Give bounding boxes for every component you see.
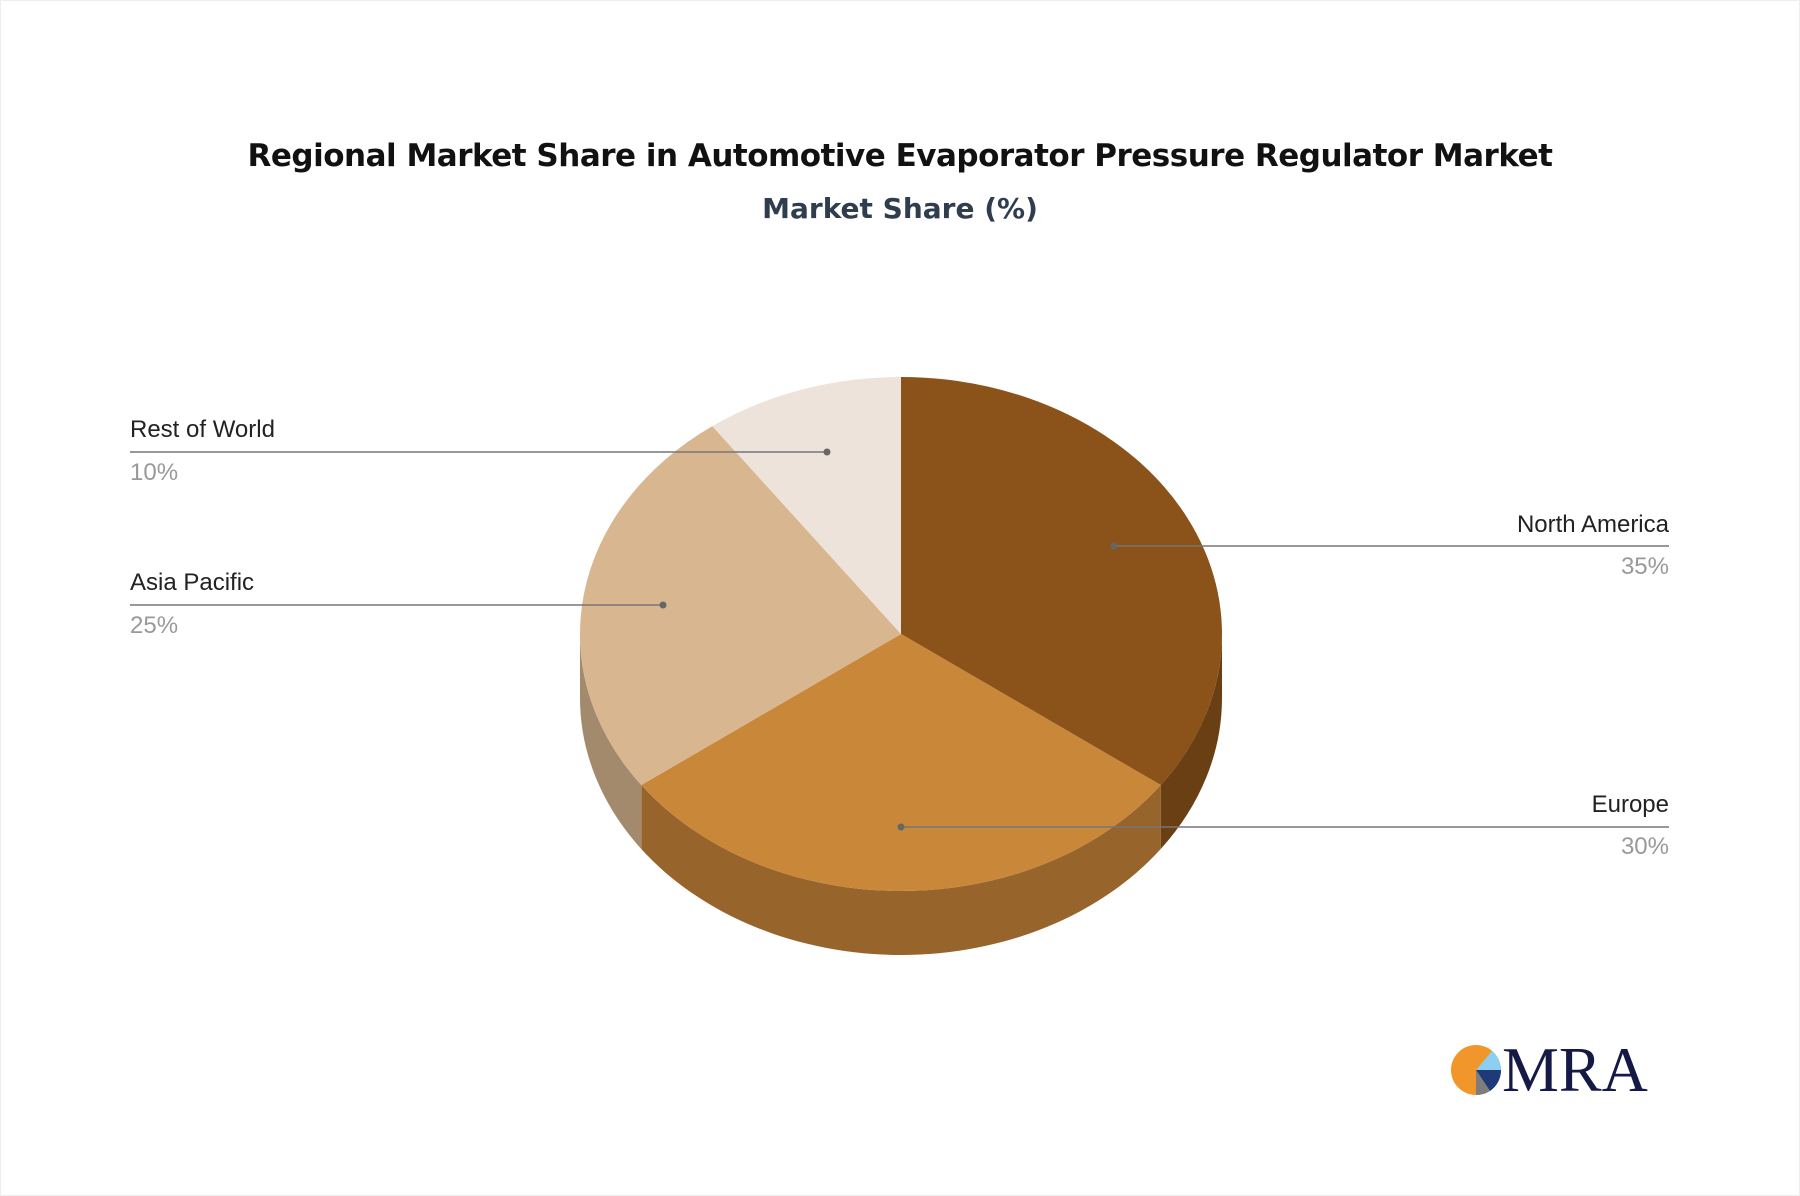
chart-subtitle: Market Share (%) [762, 192, 1038, 225]
slice-asia-pacific [580, 426, 901, 786]
slice-side-north-america [1160, 634, 1222, 850]
slice-side-asia-pacific [580, 634, 642, 850]
label-rest-of-world: Rest of World [130, 416, 275, 443]
label-north-america: North America [1516, 511, 1669, 538]
leader-dot-europe [897, 823, 905, 831]
chart-title: Regional Market Share in Automotive Evap… [247, 138, 1553, 174]
label-asia-pacific: Asia Pacific [130, 569, 255, 596]
leader-dot-north-america [1110, 542, 1118, 550]
slice-north-america [901, 377, 1222, 786]
leader-dot-rest-of-world [823, 448, 831, 456]
value-asia-pacific: 25% [130, 612, 179, 639]
value-europe: 30% [1620, 833, 1669, 860]
value-rest-of-world: 10% [130, 459, 179, 486]
leader-dot-asia-pacific [659, 601, 667, 609]
value-north-america: 35% [1620, 553, 1669, 580]
label-europe: Europe [1591, 791, 1669, 818]
slice-rest-of-world [712, 377, 901, 634]
slice-side-europe [641, 785, 1161, 956]
